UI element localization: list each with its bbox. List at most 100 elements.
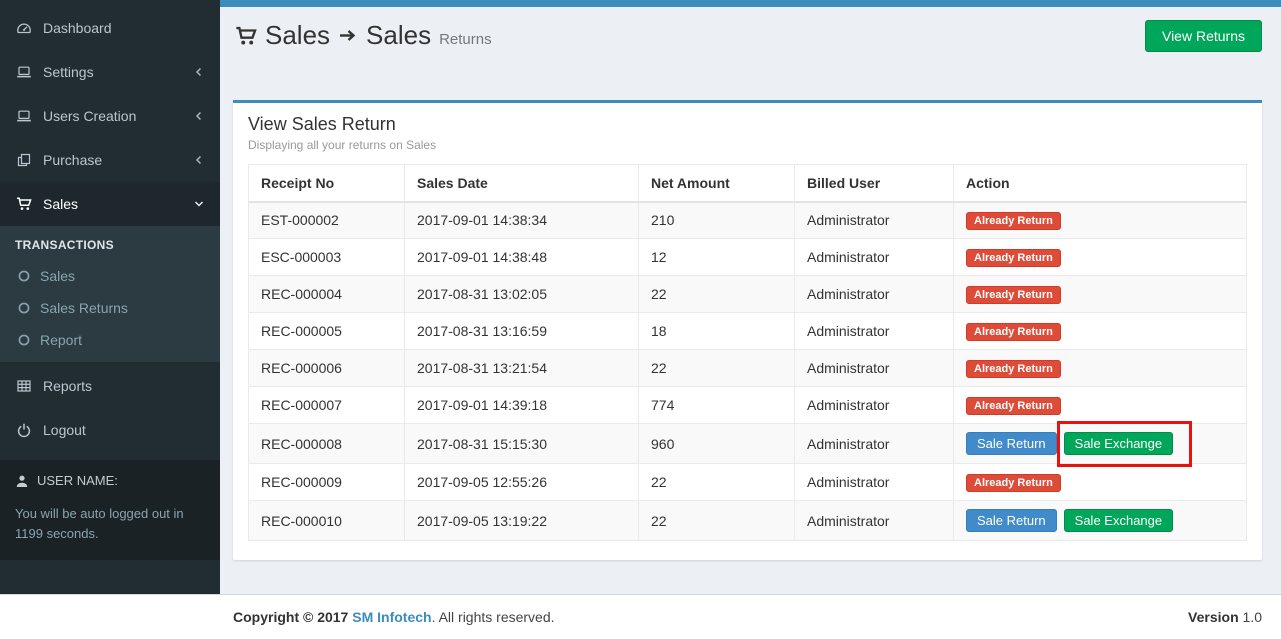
action-button-wrap: Sale Exchange	[1056, 421, 1193, 467]
sidebar-item-label: Sales	[43, 196, 79, 212]
action-button-wrap: Already Return	[966, 322, 1061, 341]
already-return-button[interactable]: Already Return	[966, 322, 1061, 341]
cell-net-amount: 22	[638, 463, 795, 501]
table-row: REC-000009 2017-09-05 12:55:26 22 Administr…	[248, 463, 1247, 501]
cell-net-amount: 22	[638, 349, 795, 387]
sidebar: Dashboard Settings Us	[0, 0, 220, 594]
chevron-left-icon	[193, 110, 205, 122]
cell-billed-user: Administrator	[794, 349, 954, 387]
auto-logout-note: You will be auto logged out in 1199 seco…	[15, 506, 184, 542]
circle-icon	[17, 301, 31, 315]
user-panel: USER NAME: You will be auto logged out i…	[0, 460, 220, 561]
sales-return-panel: View Sales Return Displaying all your re…	[233, 100, 1262, 560]
laptop-icon	[15, 108, 33, 124]
sidebar-item-settings[interactable]: Settings	[0, 50, 220, 94]
cell-action: Already Return	[953, 463, 1247, 501]
submenu-item-label: Sales Returns	[40, 300, 128, 316]
laptop-icon	[15, 64, 33, 80]
already-return-button[interactable]: Already Return	[966, 473, 1061, 492]
submenu-item-report[interactable]: Report	[0, 324, 220, 356]
cell-net-amount: 210	[638, 201, 795, 239]
sidebar-item-label: Logout	[43, 422, 86, 438]
cell-net-amount: 960	[638, 423, 795, 464]
cell-sales-date: 2017-08-31 13:16:59	[404, 312, 639, 350]
panel-title: View Sales Return	[248, 114, 396, 134]
sales-returns-table-body: EST-000002 2017-09-01 14:38:34 210 Administ…	[248, 201, 1247, 541]
sidebar-item-purchase[interactable]: Purchase	[0, 138, 220, 182]
table-row: REC-000010 2017-09-05 13:19:22 22 Administr…	[248, 500, 1247, 541]
table-row: REC-000006 2017-08-31 13:21:54 22 Administr…	[248, 349, 1247, 387]
user-name-label: USER NAME:	[37, 473, 118, 488]
sidebar-menu: Dashboard Settings Us	[0, 0, 220, 226]
version-label: Version	[1188, 609, 1239, 625]
sale-exchange-button[interactable]: Sale Exchange	[1063, 509, 1174, 532]
action-button-wrap: Already Return	[966, 396, 1061, 415]
action-button-wrap: Already Return	[966, 211, 1061, 230]
table-icon	[15, 378, 33, 394]
version-text: Version 1.0	[1188, 609, 1262, 625]
cell-billed-user: Administrator	[794, 386, 954, 424]
cell-action: Already Return	[953, 201, 1247, 239]
circle-icon	[17, 269, 31, 283]
main-content: Sales Sales Returns View Returns View Sa…	[220, 0, 1281, 594]
breadcrumb-module: Sales	[265, 20, 331, 50]
cell-action: Sale Return Sale Exchange	[953, 421, 1247, 467]
submenu-section-header: TRANSACTIONS	[15, 238, 114, 252]
cell-receipt-no: REC-000005	[248, 312, 405, 350]
cell-sales-date: 2017-09-05 12:55:26	[404, 463, 639, 501]
action-button-wrap: Already Return	[966, 473, 1061, 492]
sidebar-item-users-creation[interactable]: Users Creation	[0, 94, 220, 138]
sidebar-item-label: Purchase	[43, 152, 103, 168]
already-return-button[interactable]: Already Return	[966, 359, 1061, 378]
column-header-action: Action	[953, 164, 1247, 203]
already-return-button[interactable]: Already Return	[966, 285, 1061, 304]
column-header-billed-user: Billed User	[794, 164, 954, 203]
content-header: Sales Sales Returns View Returns	[220, 7, 1281, 100]
action-button-wrap: Already Return	[966, 248, 1061, 267]
table-row: REC-000008 2017-08-31 15:15:30 960 Administ…	[248, 421, 1247, 467]
footer: Copyright © 2017 SM Infotech. All rights…	[0, 594, 1281, 639]
top-accent-strip	[220, 0, 1281, 7]
column-header-receipt-no: Receipt No	[248, 164, 405, 203]
view-returns-button[interactable]: View Returns	[1144, 20, 1262, 52]
power-icon	[15, 422, 33, 438]
sidebar-item-reports[interactable]: Reports	[0, 364, 220, 408]
sale-return-button[interactable]: Sale Return	[966, 432, 1057, 455]
already-return-button[interactable]: Already Return	[966, 248, 1061, 267]
sale-exchange-button[interactable]: Sale Exchange	[1063, 432, 1174, 455]
cell-billed-user: Administrator	[794, 463, 954, 501]
table-row: ESC-000003 2017-09-01 14:38:48 12 Administr…	[248, 238, 1247, 276]
cell-sales-date: 2017-08-31 13:21:54	[404, 349, 639, 387]
cell-billed-user: Administrator	[794, 275, 954, 313]
sidebar-item-label: Settings	[43, 64, 94, 80]
cell-billed-user: Administrator	[794, 312, 954, 350]
company-link[interactable]: SM Infotech	[352, 609, 432, 625]
submenu-item-sales-returns[interactable]: Sales Returns	[0, 292, 220, 324]
sidebar-item-label: Users Creation	[43, 108, 137, 124]
table-row: REC-000007 2017-09-01 14:39:18 774 Administ…	[248, 386, 1247, 424]
sidebar-item-dashboard[interactable]: Dashboard	[0, 6, 220, 50]
cell-sales-date: 2017-09-01 14:38:48	[404, 238, 639, 276]
already-return-button[interactable]: Already Return	[966, 211, 1061, 230]
table-row: REC-000005 2017-08-31 13:16:59 18 Administr…	[248, 312, 1247, 350]
chevron-left-icon	[193, 66, 205, 78]
panel-body: Receipt No Sales Date Net Amount Billed …	[233, 152, 1262, 556]
cell-receipt-no: EST-000002	[248, 201, 405, 239]
submenu-item-sales[interactable]: Sales	[0, 260, 220, 292]
submenu-item-label: Report	[40, 332, 83, 348]
breadcrumb: Sales Sales Returns	[234, 20, 492, 51]
action-button-wrap: Already Return	[966, 285, 1061, 304]
cell-action: Already Return	[953, 349, 1247, 387]
cell-net-amount: 12	[638, 238, 795, 276]
cell-billed-user: Administrator	[794, 500, 954, 541]
already-return-button[interactable]: Already Return	[966, 396, 1061, 415]
sidebar-item-sales[interactable]: Sales	[0, 182, 220, 226]
cell-action: Already Return	[953, 386, 1247, 424]
table-row: REC-000004 2017-08-31 13:02:05 22 Administr…	[248, 275, 1247, 313]
sidebar-item-logout[interactable]: Logout	[0, 408, 220, 452]
cell-receipt-no: REC-000010	[248, 500, 405, 541]
copyright-prefix: Copyright © 2017	[233, 609, 349, 625]
arrow-right-icon	[338, 28, 358, 43]
sale-return-button[interactable]: Sale Return	[966, 509, 1057, 532]
cell-net-amount: 774	[638, 386, 795, 424]
